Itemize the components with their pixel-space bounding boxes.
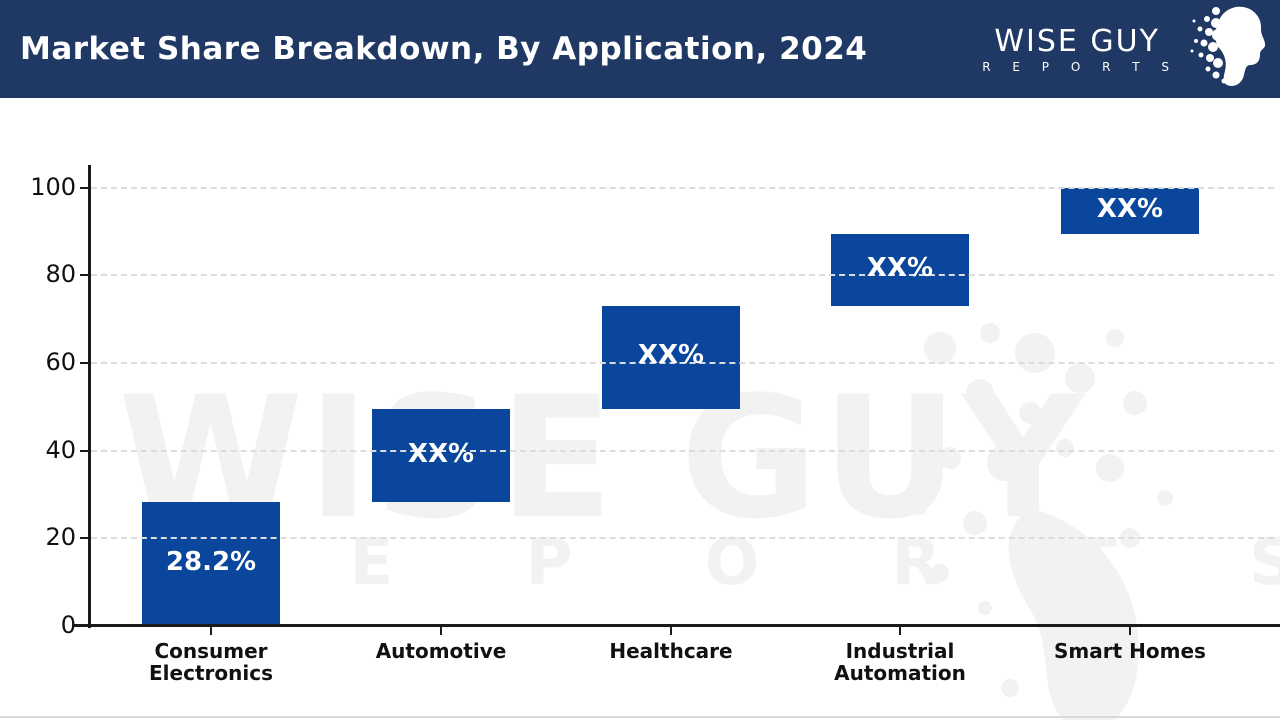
y-tick-label-60: 60 xyxy=(45,347,76,376)
x-category-label: Industrial Automation xyxy=(834,639,966,686)
bar-segment xyxy=(1061,187,1199,234)
y-tick-80 xyxy=(80,274,89,277)
gridline-20 xyxy=(91,537,1274,540)
footer-divider xyxy=(0,716,1280,718)
page-title: Market Share Breakdown, By Application, … xyxy=(20,31,868,67)
gridline-60 xyxy=(91,361,1274,364)
gridline-80 xyxy=(91,274,1274,277)
gridline-40 xyxy=(91,449,1274,452)
x-tick-0 xyxy=(210,627,212,635)
x-tick-2 xyxy=(670,627,672,635)
y-tick-label-20: 20 xyxy=(45,523,76,552)
bar-value-label: XX% xyxy=(407,438,475,469)
x-tick-3 xyxy=(899,627,901,635)
bar-value-label: XX% xyxy=(637,340,705,371)
x-category-label: Smart Homes xyxy=(1054,639,1206,663)
y-tick-20 xyxy=(80,537,89,540)
x-category-label: Healthcare xyxy=(609,639,733,663)
y-axis-line xyxy=(88,165,91,628)
y-tick-label-100: 100 xyxy=(30,172,76,201)
x-tick-4 xyxy=(1129,627,1131,635)
logo-subtitle: R E P O R T S xyxy=(982,60,1178,74)
logo-wordmark: WISE GUY xyxy=(994,24,1160,59)
bar-segment xyxy=(831,233,969,306)
header-bar: Market Share Breakdown, By Application, … xyxy=(0,0,1280,98)
y-tick-40 xyxy=(80,449,89,452)
y-tick-label-40: 40 xyxy=(45,435,76,464)
wiseguy-head-icon xyxy=(1180,1,1272,97)
y-tick-60 xyxy=(80,361,89,364)
bar-segment xyxy=(372,408,510,503)
wiseguy-logo-text: WISE GUY R E P O R T S xyxy=(976,24,1178,74)
gridline-100 xyxy=(91,186,1274,189)
y-tick-label-80: 80 xyxy=(45,260,76,289)
bar-value-label: XX% xyxy=(1096,193,1164,224)
x-tick-1 xyxy=(440,627,442,635)
y-tick-100 xyxy=(80,186,89,189)
bar-value-label: XX% xyxy=(866,252,934,283)
bar-segment xyxy=(142,502,280,626)
wiseguy-logo: WISE GUY R E P O R T S xyxy=(976,1,1280,97)
x-category-label: Automotive xyxy=(375,639,507,663)
bar-segment xyxy=(602,305,740,409)
y-tick-0 xyxy=(80,625,89,627)
x-category-label: Consumer Electronics xyxy=(149,639,273,686)
x-axis-line xyxy=(74,624,1280,627)
y-tick-label-0: 0 xyxy=(60,611,76,639)
bar-value-label: 28.2% xyxy=(165,547,257,578)
